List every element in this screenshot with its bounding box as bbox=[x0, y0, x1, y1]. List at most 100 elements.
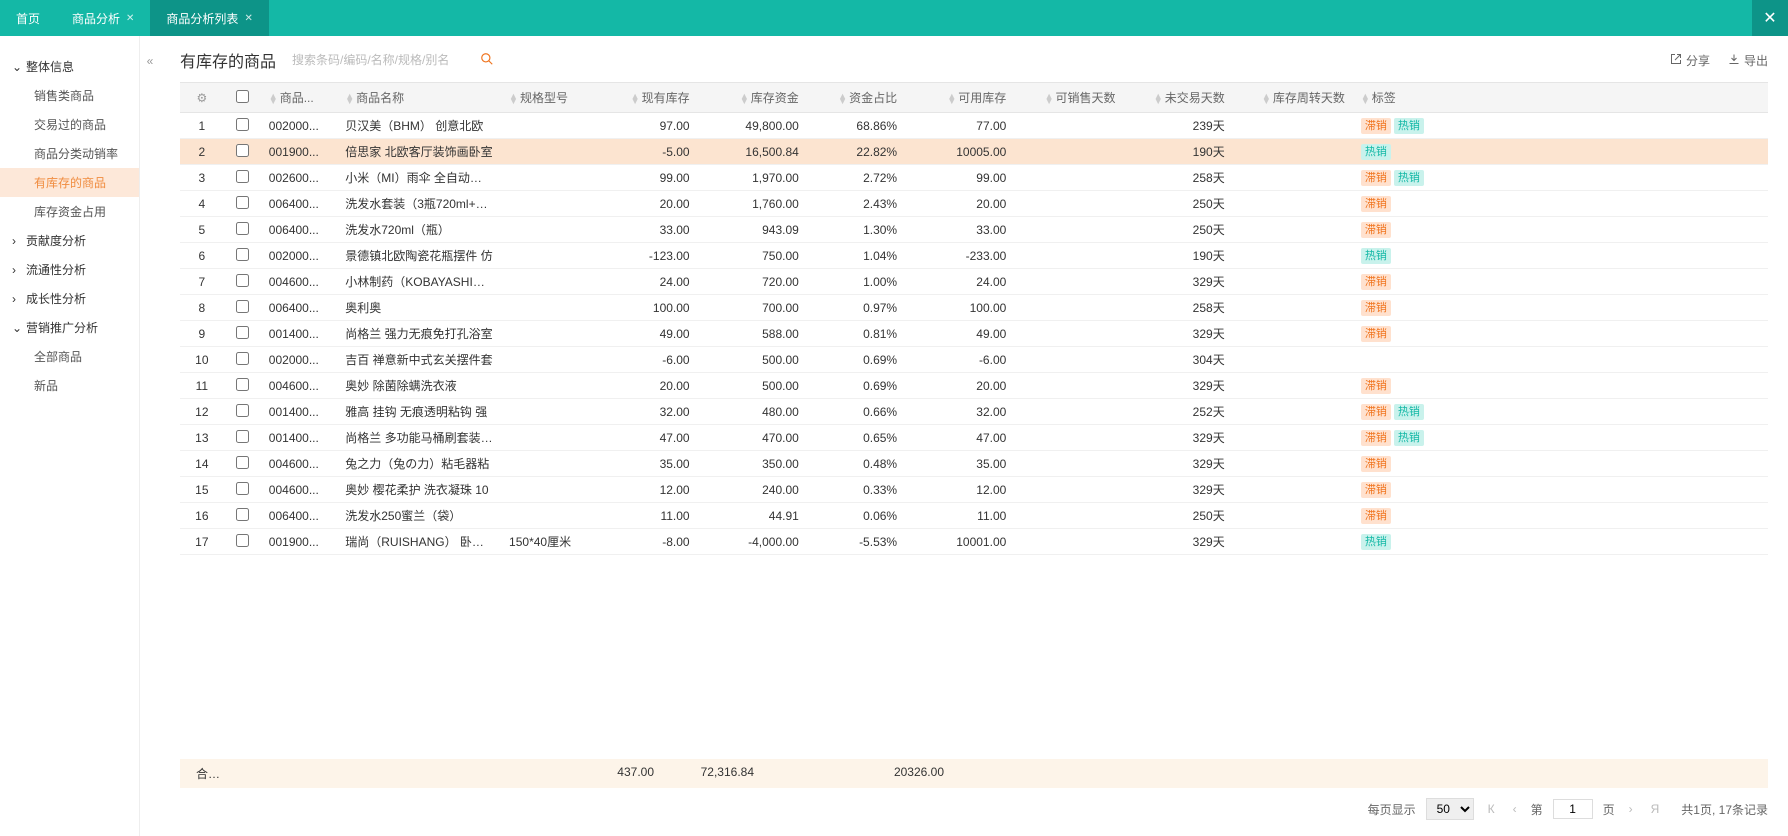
table-row[interactable]: 8006400...奥利奥100.00700.000.97%100.00258天… bbox=[180, 295, 1768, 321]
col-avail[interactable]: ▲▼可用库存 bbox=[905, 83, 1014, 113]
row-checkbox[interactable] bbox=[236, 508, 249, 521]
col-spec[interactable]: ▲▼规格型号 bbox=[501, 83, 599, 113]
table-row[interactable]: 16006400...洗发水250蜜兰（袋）11.0044.910.06%11.… bbox=[180, 503, 1768, 529]
sidebar-group-流通性分析[interactable]: ›流通性分析 bbox=[0, 255, 139, 284]
sidebar-item-销售类商品[interactable]: 销售类商品 bbox=[0, 81, 139, 110]
row-checkbox[interactable] bbox=[236, 456, 249, 469]
row-checkbox[interactable] bbox=[236, 378, 249, 391]
sidebar-collapse-button[interactable]: « bbox=[140, 36, 160, 836]
table-row[interactable]: 3002600...小米（MI）雨伞 全自动折叠99.001,970.002.7… bbox=[180, 165, 1768, 191]
cell-spec bbox=[501, 165, 599, 191]
gear-icon[interactable]: ⚙ bbox=[196, 91, 207, 105]
cell-name: 吉百 禅意新中式玄关摆件套 bbox=[337, 347, 501, 373]
table-row[interactable]: 15004600...奥妙 樱花柔护 洗衣凝珠 1012.00240.000.3… bbox=[180, 477, 1768, 503]
table-row[interactable]: 10002000...吉百 禅意新中式玄关摆件套-6.00500.000.69%… bbox=[180, 347, 1768, 373]
cell-stock: 49.00 bbox=[599, 321, 697, 347]
col-noTrade[interactable]: ▲▼未交易天数 bbox=[1124, 83, 1233, 113]
cell-name: 奥妙 樱花柔护 洗衣凝珠 10 bbox=[337, 477, 501, 503]
table-row[interactable]: 6002000...景德镇北欧陶瓷花瓶摆件 仿-123.00750.001.04… bbox=[180, 243, 1768, 269]
row-checkbox[interactable] bbox=[236, 222, 249, 235]
cell-turnDays bbox=[1233, 529, 1353, 555]
table-row[interactable]: 2001900...倍思家 北欧客厅装饰画卧室-5.0016,500.8422.… bbox=[180, 139, 1768, 165]
cell-turnDays bbox=[1233, 217, 1353, 243]
col-turnDays[interactable]: ▲▼库存周转天数 bbox=[1233, 83, 1353, 113]
prev-page-button[interactable]: ‹ bbox=[1509, 802, 1521, 816]
row-index: 11 bbox=[180, 373, 224, 399]
close-icon[interactable]: ✕ bbox=[126, 13, 134, 24]
search-icon[interactable] bbox=[480, 52, 494, 69]
cell-noTrade: 239天 bbox=[1124, 113, 1233, 139]
table-row[interactable]: 1002000...贝汉美（BHM） 创意北欧97.0049,800.0068.… bbox=[180, 113, 1768, 139]
search-input[interactable] bbox=[292, 53, 472, 67]
sidebar-group-营销推广分析[interactable]: ⌄营销推广分析 bbox=[0, 313, 139, 342]
table-row[interactable]: 17001900...瑞尚（RUISHANG） 卧室装150*40厘米-8.00… bbox=[180, 529, 1768, 555]
sidebar: ⌄整体信息销售类商品交易过的商品商品分类动销率有库存的商品库存资金占用›贡献度分… bbox=[0, 36, 140, 836]
sidebar-item-库存资金占用[interactable]: 库存资金占用 bbox=[0, 197, 139, 226]
table-row[interactable]: 7004600...小林制药（KOBAYASHI）日24.00720.001.0… bbox=[180, 269, 1768, 295]
sort-icon: ▲▼ bbox=[1045, 94, 1054, 104]
cell-saleDays bbox=[1014, 165, 1123, 191]
col-tags[interactable]: ▲▼标签 bbox=[1353, 83, 1440, 113]
col-fund[interactable]: ▲▼库存资金 bbox=[698, 83, 807, 113]
col-saleDays[interactable]: ▲▼可销售天数 bbox=[1014, 83, 1123, 113]
cell-noTrade: 190天 bbox=[1124, 139, 1233, 165]
col-pct[interactable]: ▲▼资金占比 bbox=[807, 83, 905, 113]
cell-pct: 0.81% bbox=[807, 321, 905, 347]
table-row[interactable]: 11004600...奥妙 除菌除螨洗衣液20.00500.000.69%20.… bbox=[180, 373, 1768, 399]
sidebar-item-交易过的商品[interactable]: 交易过的商品 bbox=[0, 110, 139, 139]
select-all-checkbox[interactable] bbox=[236, 90, 249, 103]
cell-avail: -6.00 bbox=[905, 347, 1014, 373]
row-checkbox[interactable] bbox=[236, 170, 249, 183]
row-checkbox[interactable] bbox=[236, 326, 249, 339]
row-checkbox[interactable] bbox=[236, 196, 249, 209]
row-checkbox[interactable] bbox=[236, 144, 249, 157]
table-row[interactable]: 5006400...洗发水720ml（瓶）33.00943.091.30%33.… bbox=[180, 217, 1768, 243]
tab-商品分析[interactable]: 商品分析✕ bbox=[56, 0, 150, 36]
sidebar-group-贡献度分析[interactable]: ›贡献度分析 bbox=[0, 226, 139, 255]
table-row[interactable]: 13001400...尚格兰 多功能马桶刷套装 马47.00470.000.65… bbox=[180, 425, 1768, 451]
cell-fund: 700.00 bbox=[698, 295, 807, 321]
row-checkbox[interactable] bbox=[236, 534, 249, 547]
cell-spec bbox=[501, 113, 599, 139]
share-button[interactable]: 分享 bbox=[1670, 52, 1710, 69]
first-page-button[interactable]: К bbox=[1484, 802, 1499, 816]
cell-spec bbox=[501, 399, 599, 425]
col-stock[interactable]: ▲▼现有库存 bbox=[599, 83, 697, 113]
row-checkbox[interactable] bbox=[236, 300, 249, 313]
row-checkbox[interactable] bbox=[236, 430, 249, 443]
tab-商品分析列表[interactable]: 商品分析列表✕ bbox=[150, 0, 268, 36]
table-row[interactable]: 4006400...洗发水套装（3瓶720ml+1）20.001,760.002… bbox=[180, 191, 1768, 217]
next-page-button[interactable]: › bbox=[1625, 802, 1637, 816]
row-checkbox[interactable] bbox=[236, 118, 249, 131]
row-index: 1 bbox=[180, 113, 224, 139]
page-input[interactable] bbox=[1553, 799, 1593, 819]
export-button[interactable]: 导出 bbox=[1728, 52, 1768, 69]
tab-首页[interactable]: 首页 bbox=[0, 0, 56, 36]
sidebar-group-整体信息[interactable]: ⌄整体信息 bbox=[0, 52, 139, 81]
tabbar-close-button[interactable]: ✕ bbox=[1752, 0, 1788, 36]
sidebar-item-全部商品[interactable]: 全部商品 bbox=[0, 342, 139, 371]
table-row[interactable]: 9001400...尚格兰 强力无痕免打孔浴室49.00588.000.81%4… bbox=[180, 321, 1768, 347]
row-checkbox[interactable] bbox=[236, 404, 249, 417]
row-checkbox[interactable] bbox=[236, 482, 249, 495]
cell-name: 奥妙 除菌除螨洗衣液 bbox=[337, 373, 501, 399]
cell-noTrade: 252天 bbox=[1124, 399, 1233, 425]
table-row[interactable]: 12001400...雅高 挂钩 无痕透明粘钩 强32.00480.000.66… bbox=[180, 399, 1768, 425]
sidebar-group-成长性分析[interactable]: ›成长性分析 bbox=[0, 284, 139, 313]
col-name[interactable]: ▲▼商品名称 bbox=[337, 83, 501, 113]
last-page-button[interactable]: Я bbox=[1647, 802, 1664, 816]
row-checkbox[interactable] bbox=[236, 352, 249, 365]
sidebar-item-商品分类动销率[interactable]: 商品分类动销率 bbox=[0, 139, 139, 168]
row-checkbox[interactable] bbox=[236, 274, 249, 287]
row-checkbox[interactable] bbox=[236, 248, 249, 261]
close-icon[interactable]: ✕ bbox=[244, 13, 252, 24]
sidebar-group-label: 贡献度分析 bbox=[26, 232, 86, 249]
cell-saleDays bbox=[1014, 269, 1123, 295]
table-row[interactable]: 14004600...兔之力（兔の力）粘毛器粘35.00350.000.48%3… bbox=[180, 451, 1768, 477]
sidebar-item-新品[interactable]: 新品 bbox=[0, 371, 139, 400]
per-page-select[interactable]: 50 bbox=[1426, 798, 1474, 820]
summary-label: 合计: bbox=[188, 765, 228, 782]
sidebar-item-有库存的商品[interactable]: 有库存的商品 bbox=[0, 168, 139, 197]
col-code[interactable]: ▲▼商品... bbox=[261, 83, 337, 113]
cell-avail: 32.00 bbox=[905, 399, 1014, 425]
